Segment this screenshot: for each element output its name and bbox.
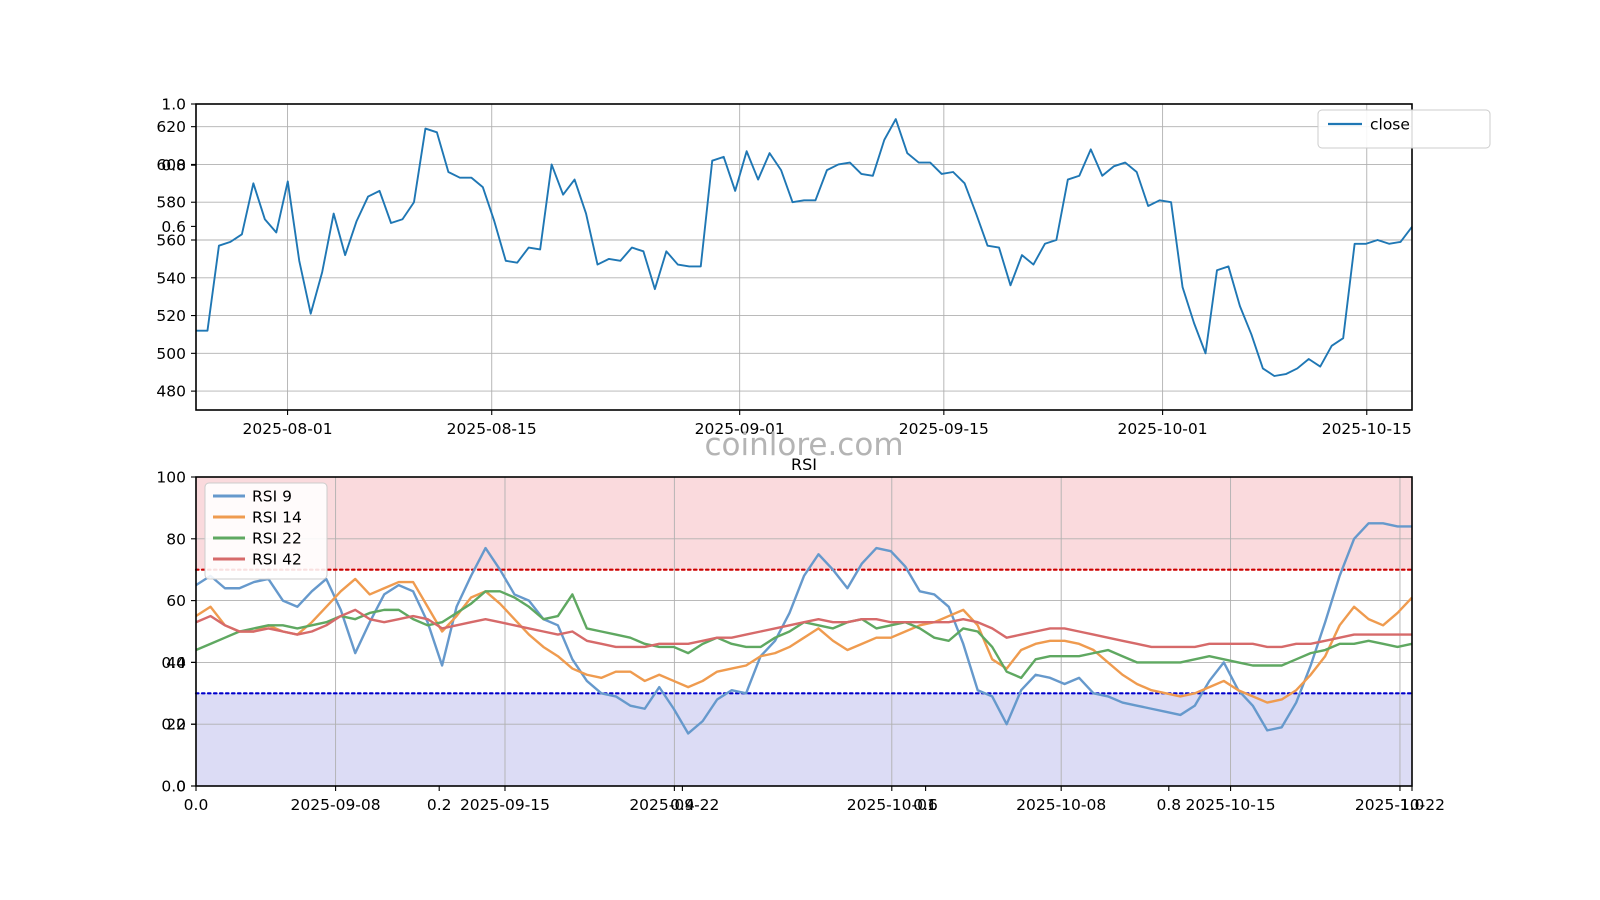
rsi-y-tick-label: 100 xyxy=(156,469,186,487)
price-y-tick-label: 620 xyxy=(156,118,186,136)
rsi-series-lines xyxy=(195,522,1413,735)
rsi-x-tick-label-secondary: 0.0 xyxy=(184,796,209,814)
rsi-x-tick-label-secondary: 1.0 xyxy=(1400,796,1425,814)
price-panel: 480 500 520 540 560 580 600 620 0.6 0.8 1.0 2025-0… xyxy=(156,96,1491,438)
price-legend-label: close xyxy=(1370,116,1410,134)
rsi-series-line xyxy=(195,577,1413,704)
price-plot-frame xyxy=(195,103,1413,411)
rsi-band xyxy=(196,477,1412,570)
close-price-line xyxy=(196,118,1413,377)
price-y-tick-label: 600 xyxy=(156,156,186,174)
rsi-y-tick-label: 80 xyxy=(166,530,186,548)
rsi-threshold-lines xyxy=(194,568,1414,695)
rsi-legend-label: RSI 9 xyxy=(252,488,292,506)
rsi-series-line xyxy=(195,608,1412,649)
rsi-x-tick-label: 2025-09-22 xyxy=(629,796,719,814)
rsi-y-tick-label-secondary: 0.4 xyxy=(161,654,186,672)
price-y-tick-label: 500 xyxy=(156,345,186,363)
price-y-tick-label: 480 xyxy=(156,383,186,401)
price-plot-background xyxy=(196,104,1412,410)
rsi-panel-title: RSI xyxy=(791,455,817,474)
rsi-y-tick-label: 60 xyxy=(166,592,186,610)
price-legend[interactable]: close xyxy=(1317,109,1491,149)
rsi-series-line xyxy=(195,522,1412,735)
price-y-tick-label-secondary: 1.0 xyxy=(161,96,186,114)
rsi-band xyxy=(196,693,1412,786)
rsi-y-tick-label-secondary: 0.0 xyxy=(161,778,186,796)
rsi-x-tick-label: 2025-10-15 xyxy=(1186,796,1276,814)
rsi-plot-frame xyxy=(195,476,1413,787)
rsi-x-tick-label: 2025-09-15 xyxy=(460,796,550,814)
rsi-y-axis-labels: 0 20 40 60 80 100 0.0 0.2 0.4 xyxy=(156,469,186,796)
rsi-x-tick-label: 2025-09-08 xyxy=(291,796,381,814)
price-x-tick-label: 2025-08-01 xyxy=(243,420,333,438)
price-x-tick-label: 2025-09-15 xyxy=(899,420,989,438)
rsi-y-tick-label: 20 xyxy=(166,716,186,734)
rsi-x-tick-label-secondary: 0.4 xyxy=(670,796,695,814)
rsi-x-tick-label: 2025-10-22 xyxy=(1355,796,1445,814)
price-x-tick-label: 2025-10-01 xyxy=(1118,420,1208,438)
rsi-legend-label: RSI 14 xyxy=(252,509,302,527)
rsi-y-tick-label: 0 xyxy=(176,778,186,796)
price-y-tick-label: 560 xyxy=(156,232,186,250)
rsi-x-tick-label-secondary: 0.8 xyxy=(1156,796,1181,814)
price-y-tick-label: 540 xyxy=(156,269,186,287)
watermark-label: coinlore.com xyxy=(704,427,903,463)
price-y-tick-label-secondary: 0.6 xyxy=(161,218,186,236)
price-x-axis-labels: 2025-08-01 2025-08-15 2025-09-01 2025-09-15… xyxy=(243,420,1412,438)
price-y-tick-label-secondary: 0.8 xyxy=(161,157,186,175)
rsi-x-tick-label-secondary: 0.2 xyxy=(427,796,452,814)
price-y-axis-labels: 480 500 520 540 560 580 600 620 0.6 0.8 1.0 xyxy=(156,96,186,401)
price-y-tick-label: 520 xyxy=(156,307,186,325)
rsi-y-tick-label-secondary: 0.2 xyxy=(161,716,186,734)
rsi-x-tick-label: 2025-10-01 xyxy=(847,796,937,814)
price-gridlines xyxy=(196,104,1412,410)
price-y-tick-label: 580 xyxy=(156,194,186,212)
rsi-x-tick-label-secondary: 0.6 xyxy=(913,796,938,814)
rsi-legend-label: RSI 22 xyxy=(252,530,302,548)
rsi-gridlines xyxy=(196,477,1412,786)
price-x-tick-label: 2025-08-15 xyxy=(447,420,537,438)
price-x-tick-label: 2025-09-01 xyxy=(695,420,785,438)
rsi-legend[interactable]: RSI 9 RSI 14 RSI 22 RSI 42 xyxy=(204,482,328,580)
rsi-tickmarks xyxy=(191,476,1413,791)
rsi-x-axis-labels: 2025-09-08 2025-09-15 2025-09-22 2025-10-01… xyxy=(184,796,1445,814)
rsi-x-tick-label: 2025-10-08 xyxy=(1016,796,1106,814)
rsi-y-tick-label: 40 xyxy=(166,654,186,672)
rsi-legend-label: RSI 42 xyxy=(252,551,302,569)
rsi-threshold-bands xyxy=(196,477,1412,786)
price-x-tick-label: 2025-10-15 xyxy=(1322,420,1412,438)
price-tickmarks xyxy=(191,103,1368,415)
